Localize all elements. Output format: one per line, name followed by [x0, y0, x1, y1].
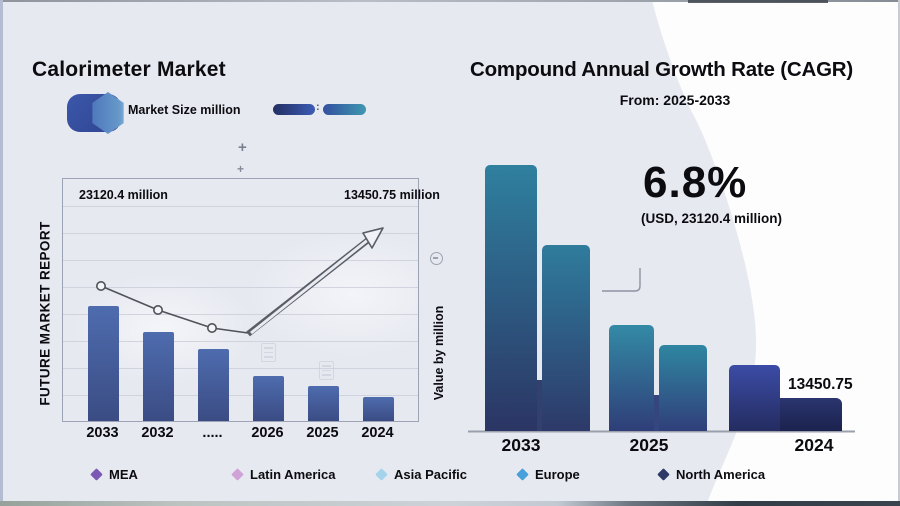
- cagr-bar-primary: [729, 365, 780, 431]
- gridline: [63, 395, 418, 396]
- bar-bridge: [537, 380, 542, 431]
- right-value-annotation: 13450.75: [788, 376, 853, 393]
- legend-label: MEA: [109, 467, 138, 482]
- clipboard-watermark-icon: [261, 343, 276, 362]
- x-tick-label: 2025: [629, 435, 669, 455]
- gridline: [63, 368, 418, 369]
- gridline: [63, 341, 418, 342]
- gridline: [63, 287, 418, 288]
- right-chart-title: Compound Annual Growth Rate (CAGR): [470, 58, 854, 81]
- gridline: [63, 206, 418, 207]
- x-tick-label: .....: [202, 425, 223, 441]
- ratio-separator: :: [316, 101, 320, 113]
- legend-diamond-icon: [375, 468, 388, 481]
- x-tick-label: 2026: [251, 425, 284, 441]
- legend-diamond-icon: [90, 468, 103, 481]
- legend-diamond-icon: [516, 468, 529, 481]
- bar-bridge: [654, 395, 659, 431]
- right-chart-subtitle: From: 2025-2033: [619, 92, 731, 108]
- cagr-bar-secondary: [780, 398, 842, 431]
- plus-mark-2: +: [237, 162, 245, 176]
- x-tick-label: 2025: [306, 425, 339, 441]
- ratio-pill-left: [273, 104, 315, 115]
- market-size-bar: [143, 332, 174, 421]
- x-tick-label: 2033: [501, 435, 541, 455]
- market-size-bar: [88, 306, 119, 421]
- cagr-bar-secondary: [659, 345, 707, 431]
- cagr-bar-secondary: [542, 245, 590, 431]
- ratio-pill-right: [323, 104, 366, 115]
- market-size-bar: [308, 386, 339, 421]
- legend-diamond-icon: [657, 468, 670, 481]
- value-axis-label: Value by million: [432, 305, 446, 401]
- annotation-start-value: 23120.4 million: [79, 188, 168, 202]
- legend-label: Asia Pacific: [394, 467, 467, 482]
- cagr-value: 6.8%: [643, 158, 748, 207]
- x-tick-label: 2033: [86, 425, 119, 441]
- bottom-accent-strip: [0, 501, 900, 506]
- gridline: [63, 233, 418, 234]
- x-tick-label: 2024: [361, 425, 394, 441]
- gridline: [63, 260, 418, 261]
- plus-mark-1: +: [238, 139, 247, 156]
- x-tick-label: 2032: [141, 425, 174, 441]
- left-chart-plot-area: 23120.4 million 13450.75 million: [62, 178, 440, 422]
- frame-left-edge: [0, 0, 3, 506]
- legend-diamond-icon: [231, 468, 244, 481]
- clipboard-watermark-icon: [319, 361, 334, 380]
- cagr-bar-primary: [485, 165, 537, 431]
- left-vertical-axis-label: FUTURE MARKET REPORT: [37, 221, 53, 406]
- legend-label: North America: [676, 467, 766, 482]
- x-tick-label: 2024: [794, 435, 834, 455]
- market-size-bar: [253, 376, 284, 421]
- zoom-out-icon: [430, 252, 443, 265]
- cagr-note: (USD, 23120.4 million): [641, 211, 783, 226]
- series-label: Market Size million: [128, 103, 241, 117]
- frame-top-edge: [0, 0, 900, 2]
- frame-right-edge: [898, 0, 900, 506]
- frame-top-dark-segment: [688, 0, 828, 3]
- left-chart-title: Calorimeter Market: [32, 58, 226, 81]
- annotation-end-value: 13450.75 million: [344, 188, 440, 202]
- legend-label: Europe: [535, 467, 580, 482]
- cagr-bar-primary: [609, 325, 654, 431]
- market-size-bar: [198, 349, 229, 421]
- market-size-bar: [363, 397, 394, 421]
- legend-label: Latin America: [250, 467, 336, 482]
- step-bracket: [602, 268, 641, 292]
